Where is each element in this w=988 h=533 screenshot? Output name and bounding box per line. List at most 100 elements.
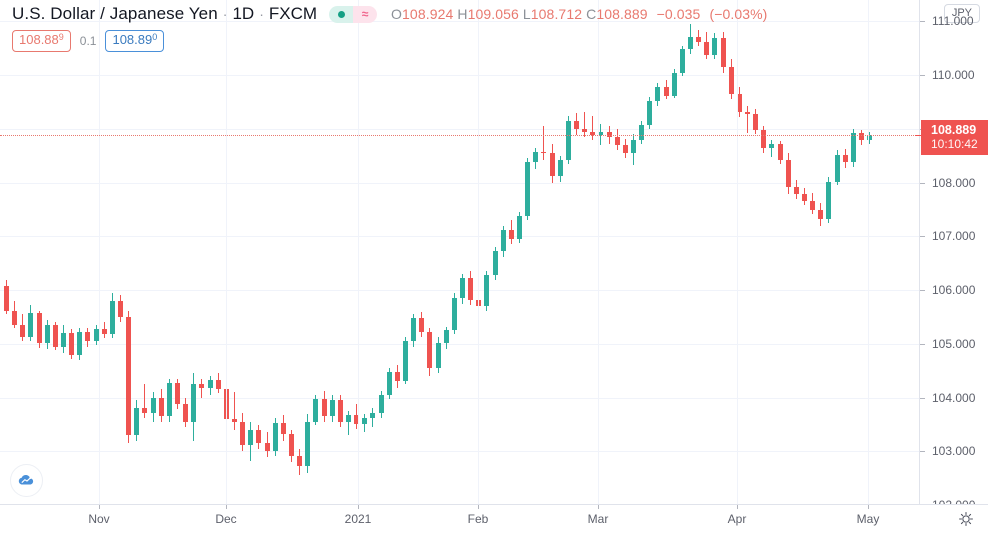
candle-body bbox=[330, 400, 335, 417]
grid-line-vertical bbox=[358, 0, 359, 505]
candle-body bbox=[338, 400, 343, 422]
candle-body bbox=[647, 101, 652, 125]
candle-body bbox=[737, 94, 742, 112]
time-axis-tick bbox=[868, 505, 869, 509]
grid-line-vertical bbox=[868, 0, 869, 505]
candle-body bbox=[61, 333, 66, 347]
grid-line-vertical bbox=[99, 0, 100, 505]
candle-body bbox=[493, 251, 498, 276]
candle-body bbox=[826, 181, 831, 220]
candle-body bbox=[680, 49, 685, 73]
candle-body bbox=[85, 332, 90, 342]
price-axis-tick bbox=[920, 290, 925, 291]
time-axis[interactable]: Nov Dec 2021 Feb Mar Apr May bbox=[0, 504, 988, 533]
currency-badge[interactable]: JPY bbox=[943, 4, 980, 23]
candle-body bbox=[110, 300, 115, 335]
candle-body bbox=[753, 113, 758, 130]
close-label: C bbox=[586, 6, 597, 22]
candle-body bbox=[525, 162, 530, 216]
time-axis-tick bbox=[598, 505, 599, 509]
candle-body bbox=[655, 87, 660, 101]
time-axis-tick bbox=[226, 505, 227, 509]
candle-body bbox=[615, 136, 620, 146]
price-axis-tick bbox=[920, 183, 925, 184]
candle-body bbox=[778, 143, 783, 161]
candle-body bbox=[688, 36, 693, 50]
quote-row: 108.88 9 0.1 108.89 0 bbox=[12, 30, 165, 52]
ohlc-readout: O108.924 H109.056 L108.712 C108.889 −0.0… bbox=[391, 6, 767, 22]
grid-line-horizontal bbox=[0, 75, 920, 76]
candle-body bbox=[403, 341, 408, 382]
interval-label[interactable]: 1D bbox=[232, 4, 255, 23]
bid-price-box[interactable]: 108.88 9 bbox=[12, 30, 71, 52]
candle-body bbox=[729, 67, 734, 94]
close-value: 108.889 bbox=[596, 6, 648, 22]
brand-logo-icon bbox=[10, 464, 43, 497]
market-open-dot-icon bbox=[337, 10, 345, 18]
candle-body bbox=[183, 404, 188, 422]
market-status-pill[interactable]: ≈ bbox=[329, 5, 378, 23]
exchange-label[interactable]: FXCM bbox=[268, 4, 318, 23]
candle-body bbox=[452, 298, 457, 331]
time-axis-label: 2021 bbox=[344, 512, 372, 526]
time-axis-label: Apr bbox=[727, 512, 747, 526]
price-axis-tick bbox=[920, 21, 925, 22]
grid-line-vertical bbox=[226, 0, 227, 505]
candle-body bbox=[598, 131, 603, 136]
symbol-title[interactable]: U.S. Dollar / Japanese Yen bbox=[12, 4, 218, 23]
candle-body bbox=[256, 429, 261, 444]
candle-body bbox=[142, 408, 147, 413]
candle-body bbox=[151, 397, 156, 413]
gear-icon[interactable] bbox=[957, 510, 975, 528]
candle-body bbox=[835, 154, 840, 182]
price-axis-tick bbox=[920, 451, 925, 452]
candle-body bbox=[517, 215, 522, 240]
ask-price-fraction: 0 bbox=[152, 32, 158, 42]
candle-body bbox=[566, 120, 571, 161]
current-price-line bbox=[0, 135, 920, 136]
candle-wick bbox=[592, 115, 593, 140]
price-axis-tick bbox=[920, 344, 925, 345]
candle-body bbox=[843, 154, 848, 163]
candle-wick bbox=[144, 384, 145, 418]
time-axis-label: Mar bbox=[587, 512, 609, 526]
candle-body bbox=[354, 414, 359, 425]
candle-body bbox=[69, 333, 74, 355]
candle-wick bbox=[543, 126, 544, 161]
ask-price-box[interactable]: 108.89 0 bbox=[105, 30, 165, 52]
grid-line-horizontal bbox=[0, 451, 920, 452]
candle-body bbox=[721, 37, 726, 68]
candle-body bbox=[631, 139, 636, 154]
candle-body bbox=[370, 412, 375, 418]
candle-body bbox=[12, 310, 17, 326]
candle-wick bbox=[201, 378, 202, 398]
candle-body bbox=[436, 342, 441, 368]
candle-body bbox=[94, 328, 99, 342]
time-axis-tick bbox=[478, 505, 479, 509]
current-price-tag[interactable]: 108.889 10:10:42 bbox=[915, 120, 988, 155]
chart-plot-area[interactable] bbox=[0, 0, 920, 505]
time-axis-tick bbox=[737, 505, 738, 509]
open-value: 108.924 bbox=[402, 6, 454, 22]
bid-price-fraction: 9 bbox=[58, 32, 64, 42]
candle-body bbox=[346, 414, 351, 422]
candle-body bbox=[484, 275, 489, 307]
approx-icon: ≈ bbox=[361, 7, 369, 21]
candle-body bbox=[851, 133, 856, 163]
candle-body bbox=[126, 316, 131, 436]
candle-body bbox=[761, 130, 766, 148]
candle-body bbox=[590, 131, 595, 136]
price-axis-label: 104.000 bbox=[932, 391, 976, 405]
candle-body bbox=[175, 382, 180, 404]
current-price-time: 10:10:42 bbox=[931, 137, 978, 151]
price-axis-label: 105.000 bbox=[932, 337, 976, 351]
candle-body bbox=[574, 120, 579, 129]
candle-body bbox=[672, 72, 677, 96]
candle-body bbox=[704, 41, 709, 55]
price-axis-label: 111.000 bbox=[932, 14, 974, 28]
price-axis-tick bbox=[920, 75, 925, 76]
price-axis[interactable]: JPY 102.000103.000104.000105.000106.0001… bbox=[915, 0, 988, 533]
candle-body bbox=[509, 229, 514, 240]
candle-body bbox=[427, 332, 432, 368]
